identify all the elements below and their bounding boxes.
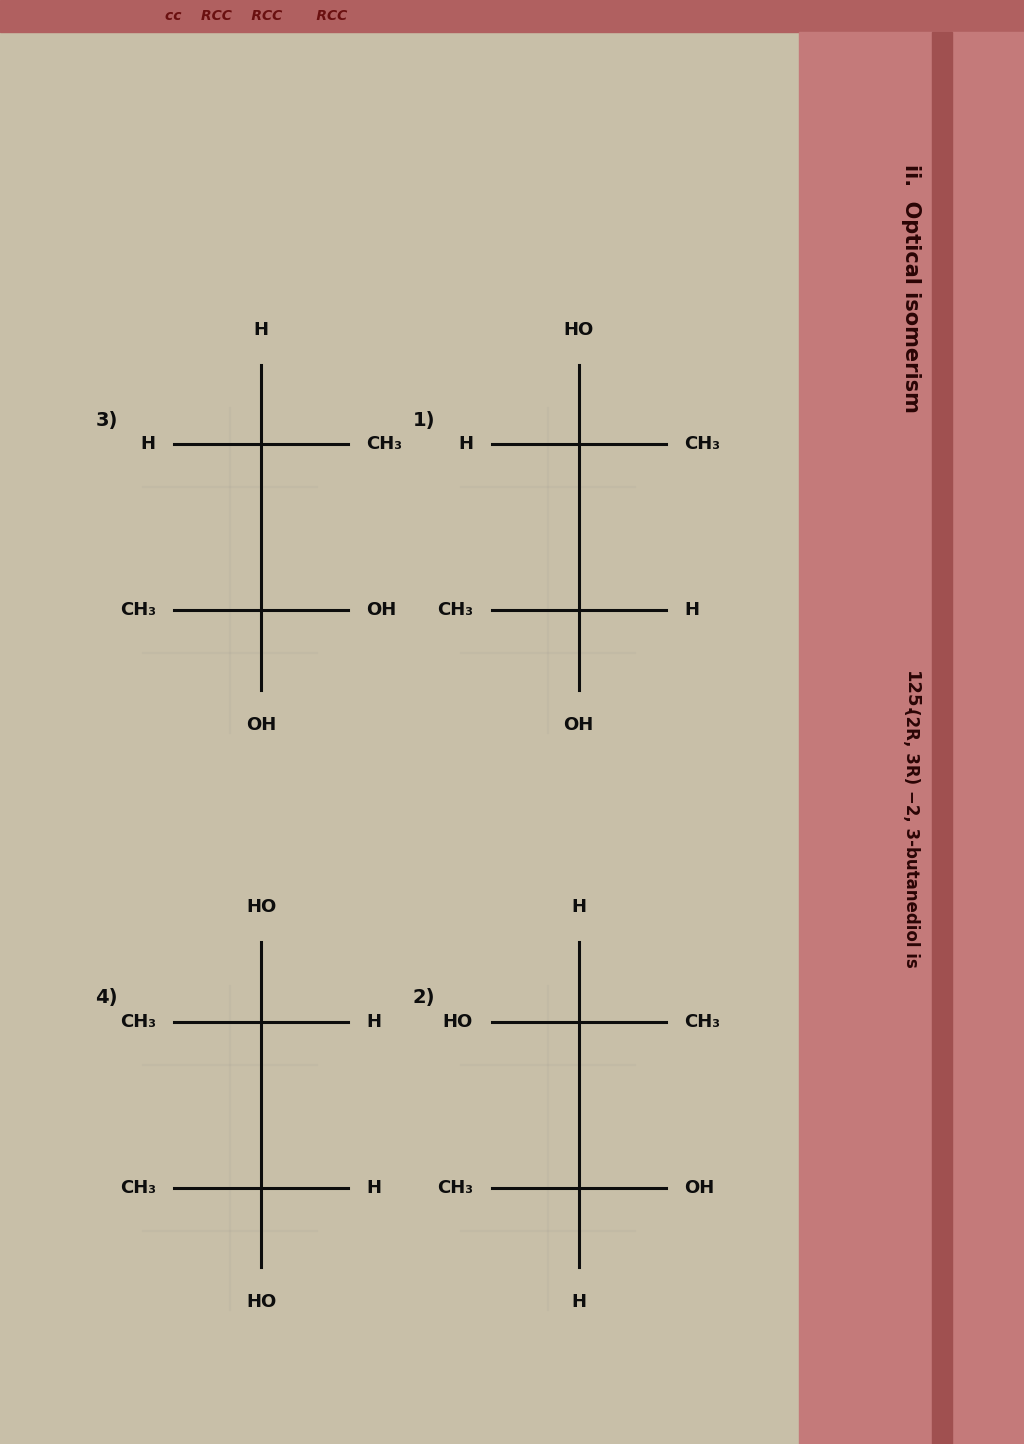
Text: OH: OH [684,1178,715,1197]
Text: 125.: 125. [902,671,921,715]
Text: CH₃: CH₃ [684,1012,720,1031]
Text: HO: HO [246,1294,276,1311]
Text: CH₃: CH₃ [684,435,720,453]
Bar [799,32,1024,1444]
Text: ii.  Optical isomerism: ii. Optical isomerism [901,165,922,413]
Text: H: H [571,1294,586,1311]
Text: HO: HO [246,898,276,915]
Text: H: H [254,321,268,338]
Text: cc    RCC    RCC       RCC: cc RCC RCC RCC [165,9,347,23]
Text: OH: OH [367,601,397,619]
Text: H: H [458,435,473,453]
Text: H: H [140,435,156,453]
Text: CH₃: CH₃ [437,1178,473,1197]
Text: (2R, 3R) −2, 3-butanediol is: (2R, 3R) −2, 3-butanediol is [902,708,921,967]
Text: 2): 2) [413,988,435,1008]
Text: H: H [571,898,586,915]
Text: CH₃: CH₃ [120,1012,156,1031]
Bar [932,32,952,1444]
Text: OH: OH [246,716,276,734]
Text: OH: OH [563,716,594,734]
Text: CH₃: CH₃ [120,601,156,619]
Text: 4): 4) [95,988,118,1008]
Text: H: H [367,1012,382,1031]
Text: HO: HO [442,1012,473,1031]
Text: H: H [684,601,699,619]
Text: HO: HO [563,321,594,338]
Text: CH₃: CH₃ [367,435,402,453]
Text: 1): 1) [413,410,435,430]
Text: 3): 3) [95,410,118,430]
Text: CH₃: CH₃ [120,1178,156,1197]
Text: CH₃: CH₃ [437,601,473,619]
Text: H: H [367,1178,382,1197]
Bar [0,0,1024,32]
